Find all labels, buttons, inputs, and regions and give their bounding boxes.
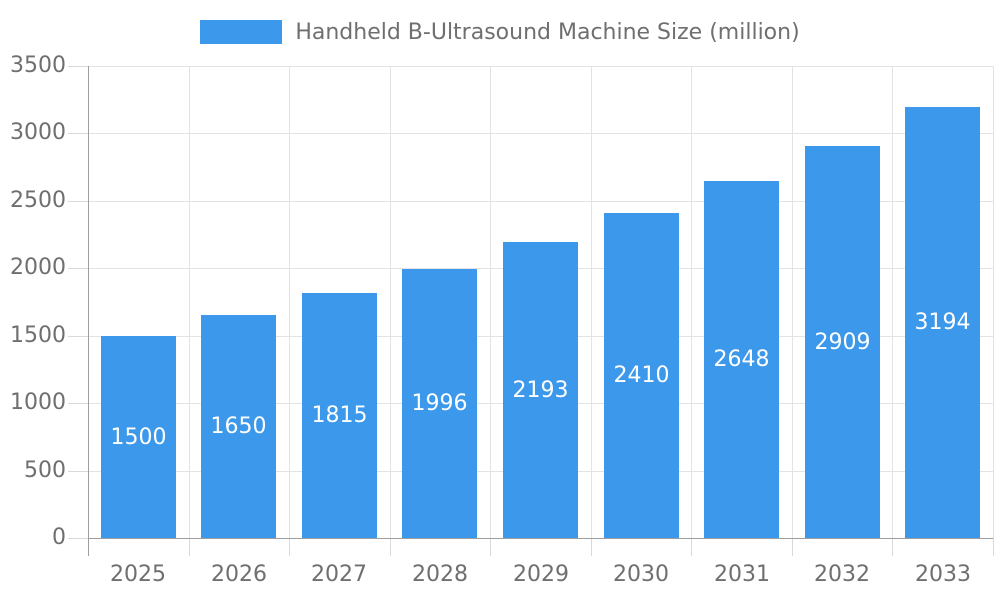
bar-value-label: 1996 — [411, 391, 468, 416]
y-tick — [68, 471, 88, 472]
bar[interactable]: 1996 — [402, 269, 477, 538]
x-tick-label: 2029 — [513, 562, 569, 587]
x-gridline — [189, 66, 190, 538]
y-tick — [68, 133, 88, 134]
x-gridline — [691, 66, 692, 538]
y-tick — [68, 66, 88, 67]
bar[interactable]: 1650 — [201, 315, 276, 538]
x-tick — [691, 538, 692, 556]
y-tick — [68, 201, 88, 202]
bar[interactable]: 2648 — [704, 181, 779, 538]
y-tick-label: 2000 — [10, 255, 66, 280]
legend[interactable]: Handheld B-Ultrasound Machine Size (mill… — [0, 15, 1000, 49]
bar[interactable]: 2193 — [503, 242, 578, 538]
y-tick-label: 0 — [52, 525, 66, 550]
x-tick-label: 2030 — [613, 562, 669, 587]
x-axis-line — [88, 538, 993, 539]
x-gridline — [289, 66, 290, 538]
bar-value-label: 2909 — [814, 329, 871, 355]
x-gridline — [390, 66, 391, 538]
y-tick-label: 2500 — [10, 188, 66, 213]
bar[interactable]: 2909 — [805, 146, 880, 538]
y-gridline — [88, 133, 993, 134]
x-tick-label: 2033 — [915, 562, 971, 587]
y-tick-label: 1000 — [10, 390, 66, 415]
x-gridline — [993, 66, 994, 538]
x-tick — [591, 538, 592, 556]
x-tick — [792, 538, 793, 556]
y-gridline — [88, 66, 993, 67]
x-tick-label: 2028 — [412, 562, 468, 587]
bar-value-label: 2193 — [512, 377, 569, 403]
bar-value-label: 2410 — [613, 363, 670, 388]
x-tick — [189, 538, 190, 556]
x-tick — [390, 538, 391, 556]
x-gridline — [792, 66, 793, 538]
x-gridline — [892, 66, 893, 538]
y-tick — [68, 336, 88, 337]
bar-value-label: 1650 — [210, 414, 267, 439]
x-tick-label: 2027 — [311, 562, 367, 587]
x-tick-label: 2026 — [211, 562, 267, 587]
x-tick — [289, 538, 290, 556]
y-tick — [68, 538, 88, 539]
x-tick-label: 2032 — [814, 562, 870, 587]
x-gridline — [490, 66, 491, 538]
y-tick — [68, 403, 88, 404]
x-tick-label: 2031 — [714, 562, 770, 587]
bar-value-label: 2648 — [713, 347, 770, 372]
bar-value-label: 3194 — [914, 310, 971, 335]
y-tick-label: 3500 — [10, 53, 66, 78]
y-tick-label: 1500 — [10, 323, 66, 348]
bar-value-label: 1815 — [311, 403, 368, 428]
x-tick — [993, 538, 994, 556]
legend-swatch — [200, 20, 283, 44]
bar-value-label: 1500 — [110, 424, 167, 450]
y-tick-label: 500 — [24, 458, 66, 483]
x-tick — [490, 538, 491, 556]
x-tick-label: 2025 — [110, 562, 166, 587]
x-gridline — [591, 66, 592, 538]
bar[interactable]: 1500 — [101, 336, 176, 538]
y-gridline — [88, 201, 993, 202]
bar[interactable]: 2410 — [604, 213, 679, 538]
x-tick — [892, 538, 893, 556]
y-tick — [68, 268, 88, 269]
bar[interactable]: 3194 — [905, 107, 980, 538]
y-axis-line — [88, 66, 89, 556]
legend-label: Handheld B-Ultrasound Machine Size (mill… — [295, 19, 800, 45]
bar[interactable]: 1815 — [302, 293, 377, 538]
y-tick-label: 3000 — [10, 120, 66, 145]
